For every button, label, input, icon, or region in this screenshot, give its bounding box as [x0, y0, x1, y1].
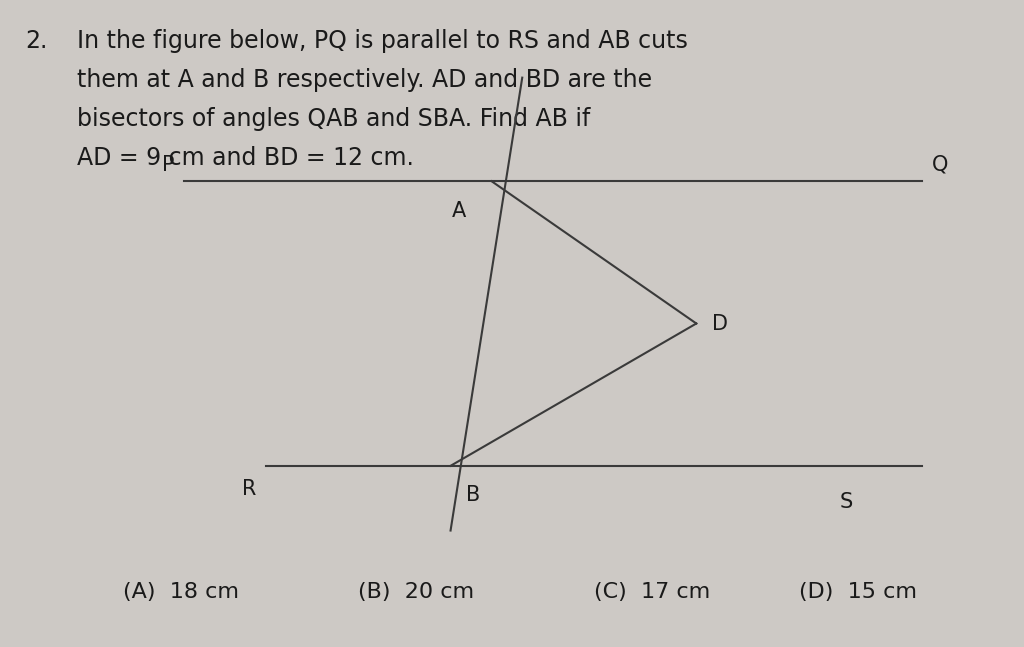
Text: P: P [162, 155, 174, 175]
Text: 2.: 2. [26, 29, 48, 53]
Text: S: S [840, 492, 853, 512]
Text: (D)  15 cm: (D) 15 cm [799, 582, 916, 602]
Text: D: D [712, 314, 728, 333]
Text: In the figure below, PQ is parallel to RS and AB cuts: In the figure below, PQ is parallel to R… [77, 29, 688, 53]
Text: AD = 9 cm and BD = 12 cm.: AD = 9 cm and BD = 12 cm. [77, 146, 414, 170]
Text: R: R [242, 479, 256, 499]
Text: A: A [452, 201, 466, 221]
Text: them at A and B respectively. AD and BD are the: them at A and B respectively. AD and BD … [77, 68, 652, 92]
Text: Q: Q [932, 155, 948, 175]
Text: (C)  17 cm: (C) 17 cm [594, 582, 711, 602]
Text: (A)  18 cm: (A) 18 cm [123, 582, 239, 602]
Text: (B)  20 cm: (B) 20 cm [358, 582, 474, 602]
Text: bisectors of angles QAB and SBA. Find AB if: bisectors of angles QAB and SBA. Find AB… [77, 107, 590, 131]
Text: B: B [466, 485, 480, 505]
